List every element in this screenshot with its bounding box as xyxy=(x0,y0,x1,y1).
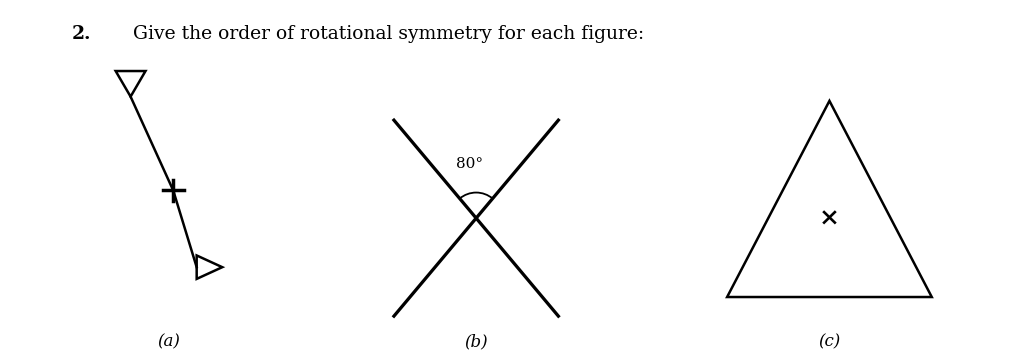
Text: (a): (a) xyxy=(158,333,180,350)
Text: 2.: 2. xyxy=(72,25,91,43)
Text: 80°: 80° xyxy=(457,157,483,171)
Text: Give the order of rotational symmetry for each figure:: Give the order of rotational symmetry fo… xyxy=(133,25,644,43)
Text: (b): (b) xyxy=(464,333,488,350)
Text: ×: × xyxy=(819,206,840,230)
Text: (c): (c) xyxy=(818,333,841,350)
